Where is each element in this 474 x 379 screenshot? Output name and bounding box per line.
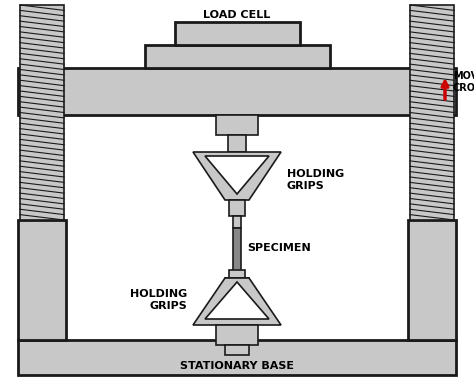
Text: HOLDING
GRIPS: HOLDING GRIPS bbox=[287, 169, 344, 191]
Bar bbox=[175, 22, 300, 45]
Bar bbox=[229, 200, 245, 216]
Polygon shape bbox=[193, 152, 281, 200]
Bar bbox=[225, 345, 249, 355]
Bar bbox=[410, 5, 454, 220]
Bar bbox=[225, 278, 249, 293]
Bar bbox=[216, 115, 258, 135]
Text: STATIONARY BASE: STATIONARY BASE bbox=[180, 361, 294, 371]
Bar bbox=[18, 68, 456, 115]
Text: MOVING
CROSSHEAD: MOVING CROSSHEAD bbox=[453, 71, 474, 93]
Bar bbox=[233, 228, 241, 278]
Bar bbox=[145, 45, 330, 68]
Text: HOLDING
GRIPS: HOLDING GRIPS bbox=[130, 289, 187, 311]
Bar bbox=[18, 340, 456, 375]
Bar bbox=[216, 325, 258, 345]
Bar bbox=[228, 135, 246, 152]
Polygon shape bbox=[205, 156, 269, 194]
Bar bbox=[18, 220, 66, 340]
Bar bbox=[408, 220, 456, 340]
Polygon shape bbox=[193, 278, 281, 325]
Bar bbox=[20, 5, 64, 220]
Bar bbox=[233, 216, 241, 228]
Polygon shape bbox=[205, 282, 269, 319]
Text: SPECIMEN: SPECIMEN bbox=[247, 243, 311, 253]
Text: LOAD CELL: LOAD CELL bbox=[203, 10, 271, 20]
Bar bbox=[229, 270, 245, 278]
